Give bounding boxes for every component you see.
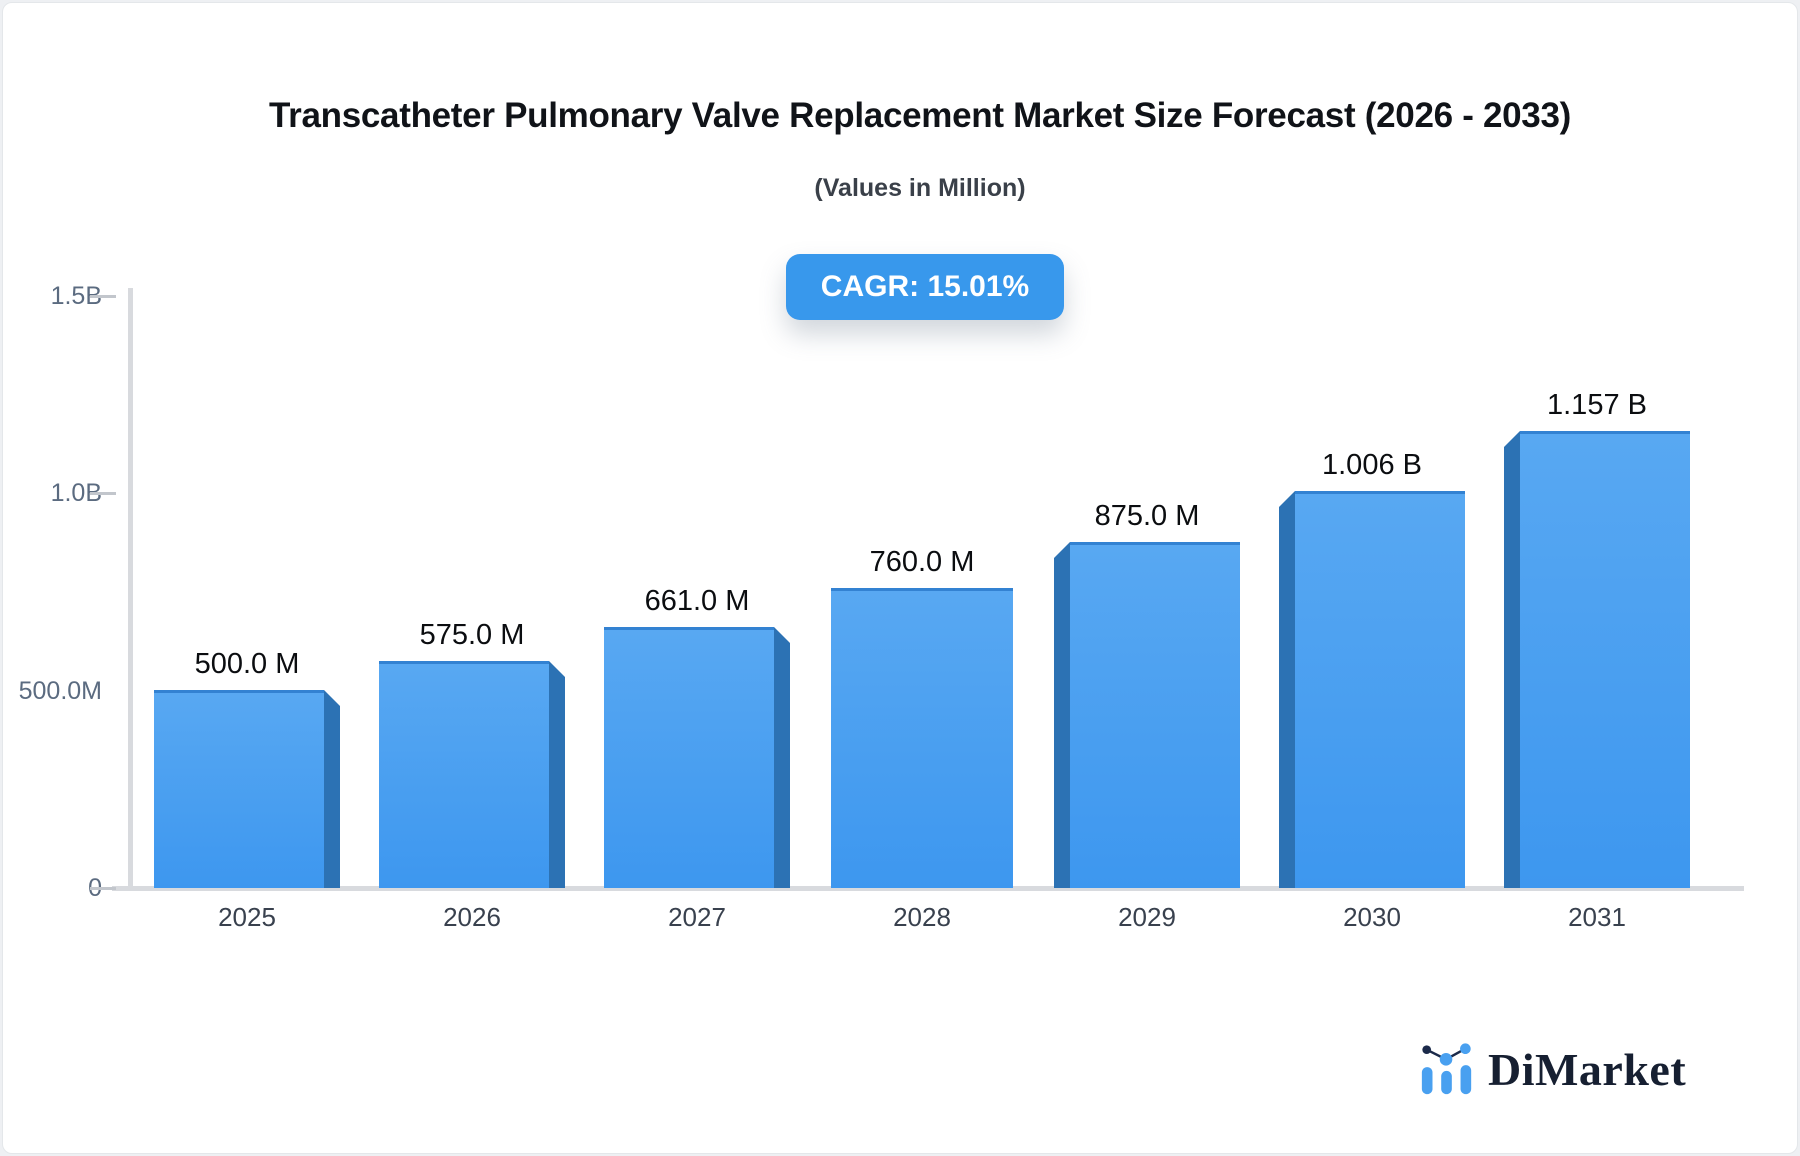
chart-title: Transcatheter Pulmonary Valve Replacemen…	[269, 96, 1571, 135]
bar-3d-side	[1279, 491, 1295, 888]
bar-2025	[154, 690, 340, 888]
x-axis-label-2030: 2030	[1343, 902, 1401, 932]
x-axis-label-2031: 2031	[1568, 902, 1626, 932]
y-tick-mark	[90, 294, 116, 298]
x-axis-label-2029: 2029	[1118, 902, 1176, 932]
bar-value-label-2031: 1.157 B	[1547, 389, 1647, 421]
bar-value-label-2030: 1.006 B	[1322, 449, 1422, 481]
bar-value-label-2025: 500.0 M	[194, 648, 300, 680]
cagr-badge: CAGR: 15.01%	[786, 254, 1064, 320]
bar-face-2031	[1520, 431, 1690, 888]
y-tick-label-1.5B: 1.5B	[50, 281, 102, 310]
x-axis-label-2025: 2025	[218, 902, 276, 932]
bar-face-2025	[154, 690, 324, 888]
bar-face-2026	[379, 661, 549, 888]
bar-face-2028	[831, 588, 1013, 888]
bar-3d-side	[1504, 431, 1520, 888]
y-tick-label-0: 0	[2, 873, 102, 903]
x-axis-label-2026: 2026	[443, 902, 501, 932]
bar-2027	[604, 627, 790, 888]
bar-value-label-2027: 661.0 M	[644, 585, 750, 617]
bar-value-label-2028: 760.0 M	[869, 546, 975, 578]
bar-2030	[1279, 491, 1465, 888]
y-tick-mark	[90, 492, 116, 495]
bar-3d-side	[774, 627, 790, 888]
brand-logo-text: DiMarket	[1488, 1043, 1687, 1095]
bar-face-2029	[1070, 542, 1240, 888]
x-axis-label-2027: 2027	[668, 902, 726, 932]
y-tick-label-1.0B: 1.0B	[50, 479, 102, 507]
bar-2029	[1054, 542, 1240, 888]
y-axis-line	[128, 288, 133, 889]
bar-face-2030	[1295, 491, 1465, 888]
bar-value-label-2026: 575.0 M	[419, 619, 525, 651]
bar-2026	[379, 661, 565, 888]
bar-2028	[831, 588, 1013, 888]
x-axis-line	[112, 886, 1744, 891]
brand-logo: DiMarket	[1418, 1036, 1686, 1102]
bar-3d-side	[1054, 542, 1070, 888]
bar-3d-side	[324, 690, 340, 888]
bar-value-label-2029: 875.0 M	[1094, 500, 1200, 532]
y-tick-label-500.0M: 500.0M	[18, 676, 102, 705]
bar-2031	[1504, 431, 1690, 888]
bar-face-2027	[604, 627, 774, 888]
y-tick-mark	[90, 887, 116, 890]
bar-chart-logo-icon	[1421, 1043, 1472, 1095]
x-axis-label-2028: 2028	[893, 902, 951, 932]
chart-subtitle: (Values in Million)	[814, 174, 1026, 202]
bar-3d-side	[549, 661, 565, 888]
